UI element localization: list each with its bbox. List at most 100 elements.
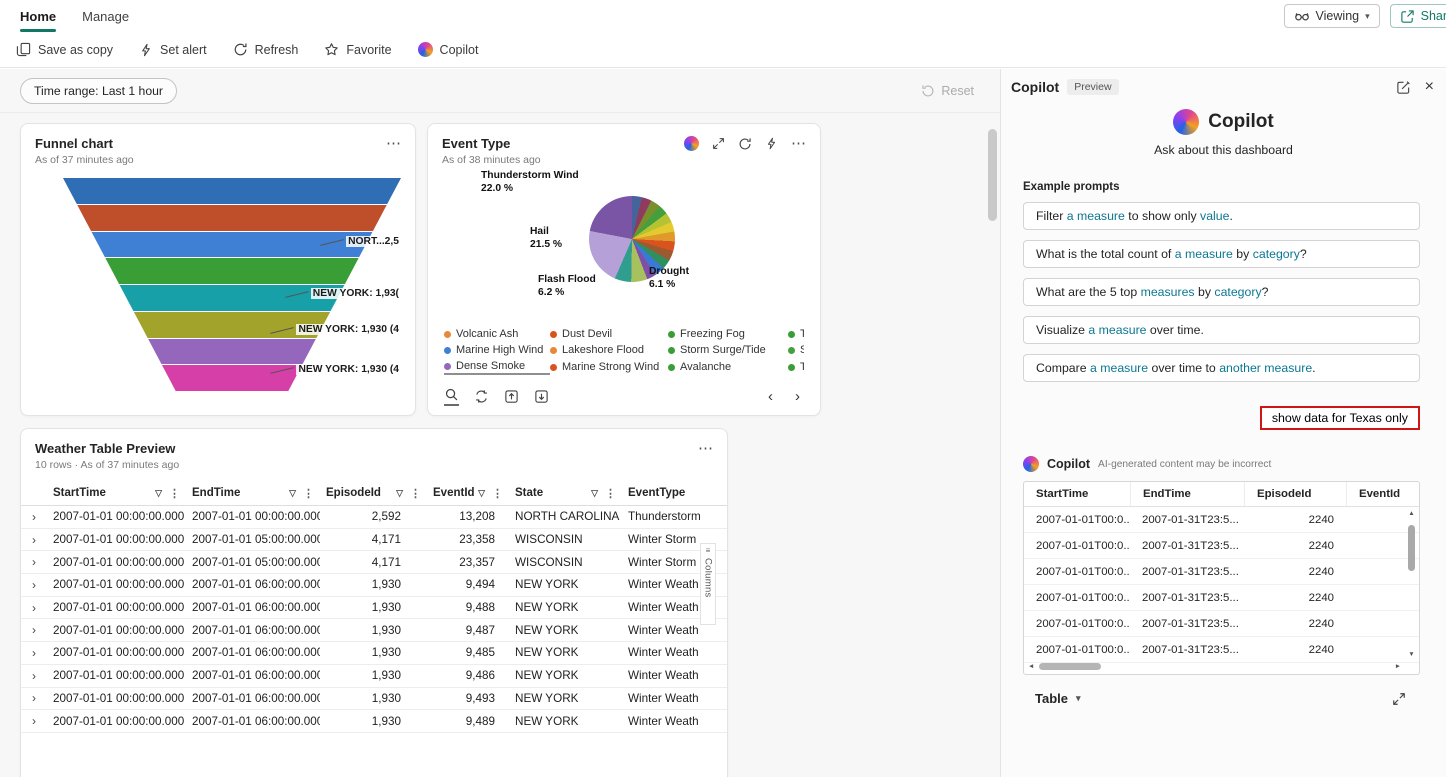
scroll-left-icon[interactable]: ◄: [1028, 663, 1035, 670]
result-horizontal-scrollbar[interactable]: ◄ ►: [1028, 661, 1401, 672]
new-chat-button[interactable]: [1396, 80, 1411, 95]
column-header[interactable]: EventId ▽ ⋮: [427, 481, 509, 505]
table-row[interactable]: › 2007-01-01 00:00:00.000 2007-01-01 05:…: [21, 529, 727, 552]
legend-item[interactable]: Volcanic Ash: [444, 328, 550, 341]
column-header[interactable]: EventType ▽ ⋮: [622, 481, 727, 505]
scroll-up-icon[interactable]: ▲: [1408, 510, 1415, 517]
vertical-scroll-thumb[interactable]: [1408, 525, 1415, 571]
legend-item[interactable]: Storm Surge/Tide: [668, 344, 788, 357]
share-button[interactable]: Share: [1389, 4, 1446, 28]
example-prompt[interactable]: Filter a measure to show only value.: [1023, 202, 1420, 230]
row-expand-chevron[interactable]: ›: [21, 623, 47, 637]
funnel-bar[interactable]: [63, 231, 401, 259]
legend-item[interactable]: Marine High Wind: [444, 344, 550, 357]
result-column-header[interactable]: StartTime: [1036, 488, 1089, 500]
result-table-row[interactable]: 2007-01-01T00:0... 2007-01-31T23:5... 22…: [1024, 637, 1419, 663]
scroll-right-icon[interactable]: ►: [1394, 663, 1401, 670]
legend-item[interactable]: Freezing Fog: [668, 328, 788, 341]
column-menu-icon[interactable]: ⋮: [492, 487, 503, 500]
result-vertical-scrollbar[interactable]: ▲ ▼: [1406, 509, 1417, 659]
tile-copilot-button[interactable]: [684, 136, 699, 151]
result-column-header[interactable]: EpisodeId: [1244, 482, 1346, 506]
row-expand-chevron[interactable]: ›: [21, 691, 47, 705]
weather-tile-menu-button[interactable]: ⋯: [698, 440, 713, 457]
tile-refresh-button[interactable]: [738, 137, 752, 151]
column-menu-icon[interactable]: ⋮: [410, 487, 421, 500]
move-down-tool-button[interactable]: [534, 389, 549, 404]
filter-icon[interactable]: ▽: [289, 487, 296, 498]
legend-item[interactable]: Dust Devil: [550, 328, 668, 341]
result-table-row[interactable]: 2007-01-01T00:0... 2007-01-31T23:5... 22…: [1024, 585, 1419, 611]
example-prompt[interactable]: Visualize a measure over time.: [1023, 316, 1420, 344]
table-row[interactable]: › 2007-01-01 00:00:00.000 2007-01-01 00:…: [21, 506, 727, 529]
funnel-tile-menu-button[interactable]: ⋯: [386, 135, 401, 152]
filter-icon[interactable]: ▽: [396, 487, 403, 498]
column-menu-icon[interactable]: ⋮: [303, 487, 314, 500]
table-row[interactable]: › 2007-01-01 00:00:00.000 2007-01-01 06:…: [21, 642, 727, 665]
tile-expand-button[interactable]: [712, 137, 725, 150]
legend-next-button[interactable]: ›: [795, 388, 800, 405]
refresh-button[interactable]: Refresh: [233, 42, 298, 57]
dashboard-scrollbar-thumb[interactable]: [988, 129, 997, 221]
column-menu-icon[interactable]: ⋮: [605, 487, 616, 500]
funnel-bar[interactable]: [63, 204, 401, 232]
example-prompt[interactable]: What is the total count of a measure by …: [1023, 240, 1420, 268]
horizontal-scroll-thumb[interactable]: [1039, 663, 1102, 670]
dashboard-scrollbar[interactable]: [988, 119, 997, 769]
table-row[interactable]: › 2007-01-01 00:00:00.000 2007-01-01 05:…: [21, 551, 727, 575]
column-header[interactable]: EndTime ▽ ⋮: [186, 481, 320, 505]
copilot-toolbar-button[interactable]: Copilot: [417, 42, 478, 57]
filter-icon[interactable]: ▽: [478, 487, 485, 498]
table-row[interactable]: › 2007-01-01 00:00:00.000 2007-01-01 06:…: [21, 688, 727, 711]
example-prompt[interactable]: What are the 5 top measures by category?: [1023, 278, 1420, 306]
row-expand-chevron[interactable]: ›: [21, 714, 47, 728]
tile-alert-button[interactable]: [765, 137, 778, 150]
column-header[interactable]: StartTime ▽ ⋮: [47, 481, 186, 505]
table-row[interactable]: › 2007-01-01 00:00:00.000 2007-01-01 06:…: [21, 597, 727, 620]
tab-home[interactable]: Home: [20, 0, 57, 32]
row-expand-chevron[interactable]: ›: [21, 601, 47, 615]
reset-button[interactable]: Reset: [921, 84, 974, 98]
tab-manage[interactable]: Manage: [82, 0, 129, 32]
set-alert-button[interactable]: Set alert: [139, 43, 207, 57]
funnel-bar[interactable]: [63, 178, 401, 205]
event-pie[interactable]: [589, 196, 675, 282]
legend-item[interactable]: Tro: [788, 328, 804, 341]
result-view-selector[interactable]: Table ▾: [1035, 691, 1081, 706]
event-tile-menu-button[interactable]: ⋯: [791, 135, 806, 152]
scroll-down-icon[interactable]: ▼: [1408, 650, 1415, 658]
example-prompt[interactable]: Compare a measure over time to another m…: [1023, 354, 1420, 382]
result-table-row[interactable]: 2007-01-01T00:0... 2007-01-31T23:5... 22…: [1024, 611, 1419, 637]
result-column-header[interactable]: EventId: [1346, 482, 1419, 506]
result-table-row[interactable]: 2007-01-01T00:0... 2007-01-31T23:5... 22…: [1024, 507, 1419, 533]
result-table-row[interactable]: 2007-01-01T00:0... 2007-01-31T23:5... 22…: [1024, 559, 1419, 585]
legend-item[interactable]: Avalanche: [668, 360, 788, 375]
table-row[interactable]: › 2007-01-01 00:00:00.000 2007-01-01 06:…: [21, 574, 727, 597]
column-header[interactable]: State ▽ ⋮: [509, 481, 622, 505]
table-row[interactable]: › 2007-01-01 00:00:00.000 2007-01-01 06:…: [21, 665, 727, 688]
legend-prev-button[interactable]: ‹: [768, 388, 773, 405]
legend-item[interactable]: Dense Smoke: [444, 360, 550, 375]
funnel-bar[interactable]: [63, 258, 401, 285]
result-column-header[interactable]: EndTime: [1130, 482, 1244, 506]
legend-item[interactable]: Tro: [788, 360, 804, 375]
favorite-button[interactable]: Favorite: [324, 42, 392, 57]
legend-item[interactable]: Marine Strong Wind: [550, 360, 668, 375]
row-expand-chevron[interactable]: ›: [21, 646, 47, 660]
result-table-row[interactable]: 2007-01-01T00:0... 2007-01-31T23:5... 22…: [1024, 533, 1419, 559]
columns-side-tab[interactable]: ≡ Columns: [700, 543, 716, 625]
sync-tool-button[interactable]: [474, 389, 489, 404]
row-expand-chevron[interactable]: ›: [21, 578, 47, 592]
row-expand-chevron[interactable]: ›: [21, 510, 47, 524]
row-expand-chevron[interactable]: ›: [21, 669, 47, 683]
table-row[interactable]: › 2007-01-01 00:00:00.000 2007-01-01 06:…: [21, 619, 727, 643]
row-expand-chevron[interactable]: ›: [21, 533, 47, 547]
filter-icon[interactable]: ▽: [591, 487, 598, 498]
save-as-copy-button[interactable]: Save as copy: [16, 42, 113, 57]
user-query-highlighted[interactable]: show data for Texas only: [1259, 406, 1420, 430]
column-menu-icon[interactable]: ⋮: [169, 487, 180, 500]
table-row[interactable]: › 2007-01-01 00:00:00.000 2007-01-01 06:…: [21, 710, 727, 733]
legend-item[interactable]: Lakeshore Flood: [550, 344, 668, 357]
funnel-bar[interactable]: [63, 338, 401, 366]
time-range-filter[interactable]: Time range: Last 1 hour: [20, 77, 177, 104]
